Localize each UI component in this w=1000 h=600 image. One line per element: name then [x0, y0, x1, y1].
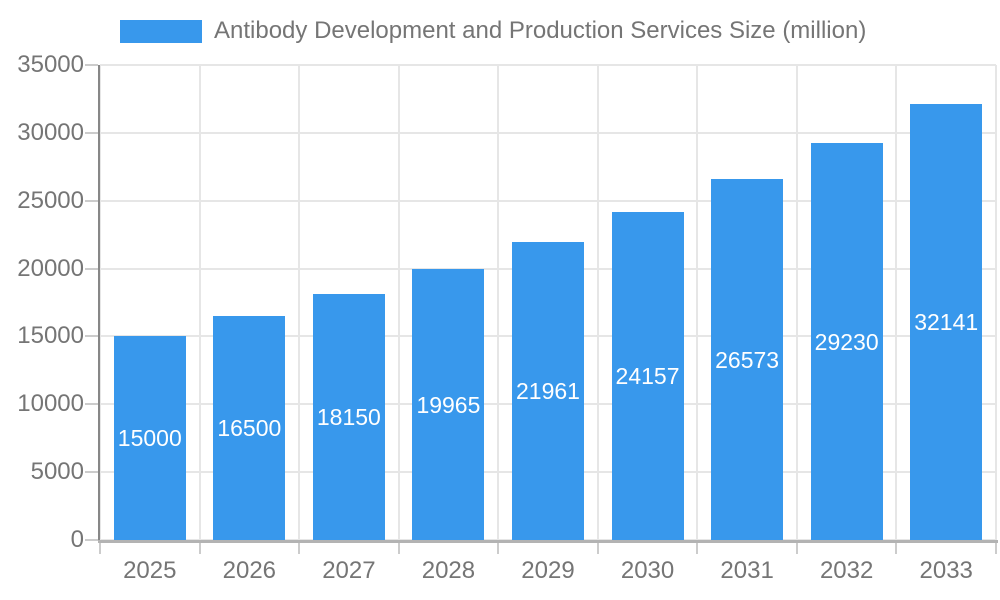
- gridline-vertical: [795, 65, 798, 540]
- x-tick-label: 2028: [421, 557, 476, 584]
- gridline-vertical: [397, 65, 400, 540]
- y-axis-tick: [85, 64, 98, 66]
- gridline-vertical: [596, 65, 599, 540]
- bar-value-label: 21961: [516, 377, 580, 404]
- x-tick-label: 2029: [521, 557, 575, 584]
- x-axis-tick: [497, 543, 500, 554]
- bar[interactable]: [512, 241, 584, 540]
- x-axis-tick: [298, 543, 301, 554]
- bar[interactable]: [711, 179, 784, 540]
- x-tick-label: 2025: [123, 557, 177, 584]
- gridline-vertical: [895, 65, 898, 540]
- gridline-vertical: [497, 65, 500, 540]
- y-axis-tick: [85, 539, 98, 541]
- x-tick-label: 2030: [620, 557, 675, 584]
- bar[interactable]: [312, 293, 385, 540]
- y-tick-label: 20000: [17, 254, 84, 282]
- bar-value-label: 16500: [217, 415, 282, 442]
- legend-label: Antibody Development and Production Serv…: [214, 17, 867, 44]
- bar-value-label: 32141: [914, 308, 979, 335]
- y-axis-tick: [85, 471, 98, 474]
- bar-value-label: 15000: [117, 425, 182, 452]
- gridline-horizontal: [100, 64, 996, 66]
- y-tick-label: 15000: [17, 322, 84, 350]
- gridline-vertical: [995, 65, 997, 540]
- y-axis-tick: [85, 267, 98, 270]
- y-tick-label: 30000: [17, 118, 84, 146]
- x-tick-label: 2032: [819, 557, 874, 584]
- bar-value-label: 26573: [715, 346, 780, 373]
- x-axis-tick: [596, 543, 599, 554]
- gridline-vertical: [696, 65, 699, 540]
- y-tick-label: 10000: [17, 390, 84, 418]
- y-tick-label: 0: [70, 526, 84, 553]
- legend-swatch: [120, 19, 202, 43]
- y-tick-label: 5000: [30, 458, 84, 486]
- x-axis-line: [98, 540, 998, 543]
- y-axis-tick: [85, 199, 98, 202]
- y-axis-line: [98, 65, 100, 543]
- x-axis-tick: [995, 543, 997, 554]
- y-axis-tick: [85, 131, 98, 134]
- bar[interactable]: [611, 212, 684, 540]
- bar[interactable]: [213, 316, 286, 540]
- gridline-horizontal: [100, 131, 996, 134]
- bar[interactable]: [910, 103, 983, 540]
- x-tick-label: 2026: [222, 557, 277, 584]
- y-tick-label: 35000: [17, 51, 84, 78]
- x-axis-tick: [895, 543, 898, 554]
- bar[interactable]: [412, 269, 485, 540]
- x-axis-tick: [795, 543, 798, 554]
- x-axis-tick: [397, 543, 400, 554]
- bar-value-label: 24157: [615, 363, 680, 390]
- gridline-vertical: [298, 65, 301, 540]
- chart-legend[interactable]: Antibody Development and Production Serv…: [120, 16, 866, 46]
- bar[interactable]: [113, 336, 186, 540]
- bar-value-label: 29230: [814, 328, 879, 355]
- x-tick-label: 2027: [322, 557, 376, 584]
- x-axis-tick: [696, 543, 699, 554]
- gridline-vertical: [198, 65, 201, 540]
- x-axis-tick: [99, 543, 101, 554]
- x-tick-label: 2033: [919, 557, 973, 584]
- x-tick-label: 2031: [720, 557, 774, 584]
- bar[interactable]: [810, 143, 883, 540]
- y-axis-tick: [85, 403, 98, 406]
- gridline-horizontal: [100, 199, 996, 202]
- x-axis-tick: [198, 543, 201, 554]
- bar-value-label: 18150: [316, 403, 381, 430]
- gridline-vertical: [99, 65, 101, 540]
- y-axis-tick: [85, 335, 98, 338]
- y-tick-label: 25000: [17, 186, 84, 214]
- bar-value-label: 19965: [416, 391, 481, 418]
